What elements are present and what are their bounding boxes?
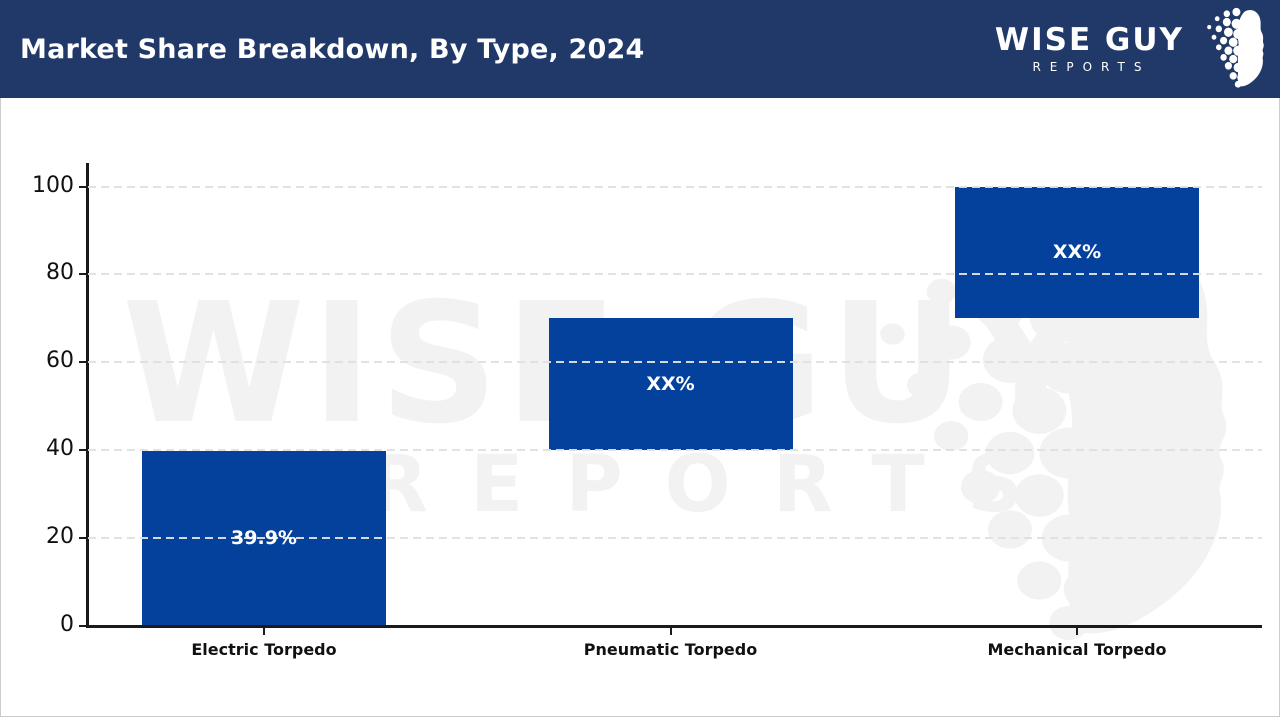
logo-wordmark: WISE GUY REPORTS bbox=[994, 21, 1184, 74]
y-tick-mark-60 bbox=[79, 361, 88, 364]
logo: WISE GUY REPORTS bbox=[995, 7, 1266, 91]
x-category-label-pneumatic-torpedo: Pneumatic Torpedo bbox=[583, 640, 758, 659]
logo-wordmark-line2: REPORTS bbox=[1032, 59, 1151, 74]
x-tick-mark-electric-torpedo bbox=[263, 627, 265, 635]
logo-face-icon bbox=[1207, 7, 1264, 88]
bar-value-label-mechanical-torpedo: XX% bbox=[1052, 241, 1102, 264]
bar-mechanical-torpedo bbox=[955, 186, 1199, 319]
x-tick-mark-pneumatic-torpedo bbox=[669, 627, 672, 635]
y-axis bbox=[86, 163, 89, 628]
x-category-label-electric-torpedo: Electric Torpedo bbox=[191, 640, 337, 659]
page-title: Market Share Breakdown, By Type, 2024 bbox=[20, 33, 645, 65]
y-tick-mark-40 bbox=[79, 449, 88, 452]
watermark-reports: REPORTS bbox=[368, 440, 1065, 530]
gridline-40 bbox=[88, 449, 1262, 452]
bar-value-label-pneumatic-torpedo: XX% bbox=[646, 373, 695, 396]
bar-pneumatic-torpedo bbox=[548, 318, 793, 451]
y-tick-label-60: 60 bbox=[46, 348, 74, 374]
x-axis bbox=[86, 624, 1262, 628]
y-tick-label-40: 40 bbox=[46, 436, 74, 462]
x-category-label-mechanical-torpedo: Mechanical Torpedo bbox=[987, 640, 1167, 659]
y-tick-label-20: 20 bbox=[46, 524, 74, 550]
gridline-80 bbox=[88, 273, 1262, 276]
bar-value-label-electric-torpedo: 39.9% bbox=[231, 527, 297, 550]
y-tick-mark-80 bbox=[79, 273, 88, 276]
gridline-20 bbox=[88, 537, 1262, 540]
y-tick-label-0: 0 bbox=[60, 612, 74, 637]
y-tick-mark-20 bbox=[79, 537, 88, 540]
y-tick-label-80: 80 bbox=[46, 260, 74, 286]
gridline-100 bbox=[88, 185, 1262, 188]
header-bar: Market Share Breakdown, By Type, 2024 WI… bbox=[0, 0, 1280, 98]
x-tick-mark-mechanical-torpedo bbox=[1076, 627, 1078, 635]
logo-wordmark-line1: WISE GUY bbox=[994, 21, 1184, 58]
y-tick-mark-100 bbox=[79, 185, 88, 188]
y-tick-mark-0 bbox=[79, 625, 88, 627]
y-tick-label-100: 100 bbox=[32, 172, 74, 198]
gridline-60 bbox=[88, 361, 1262, 364]
